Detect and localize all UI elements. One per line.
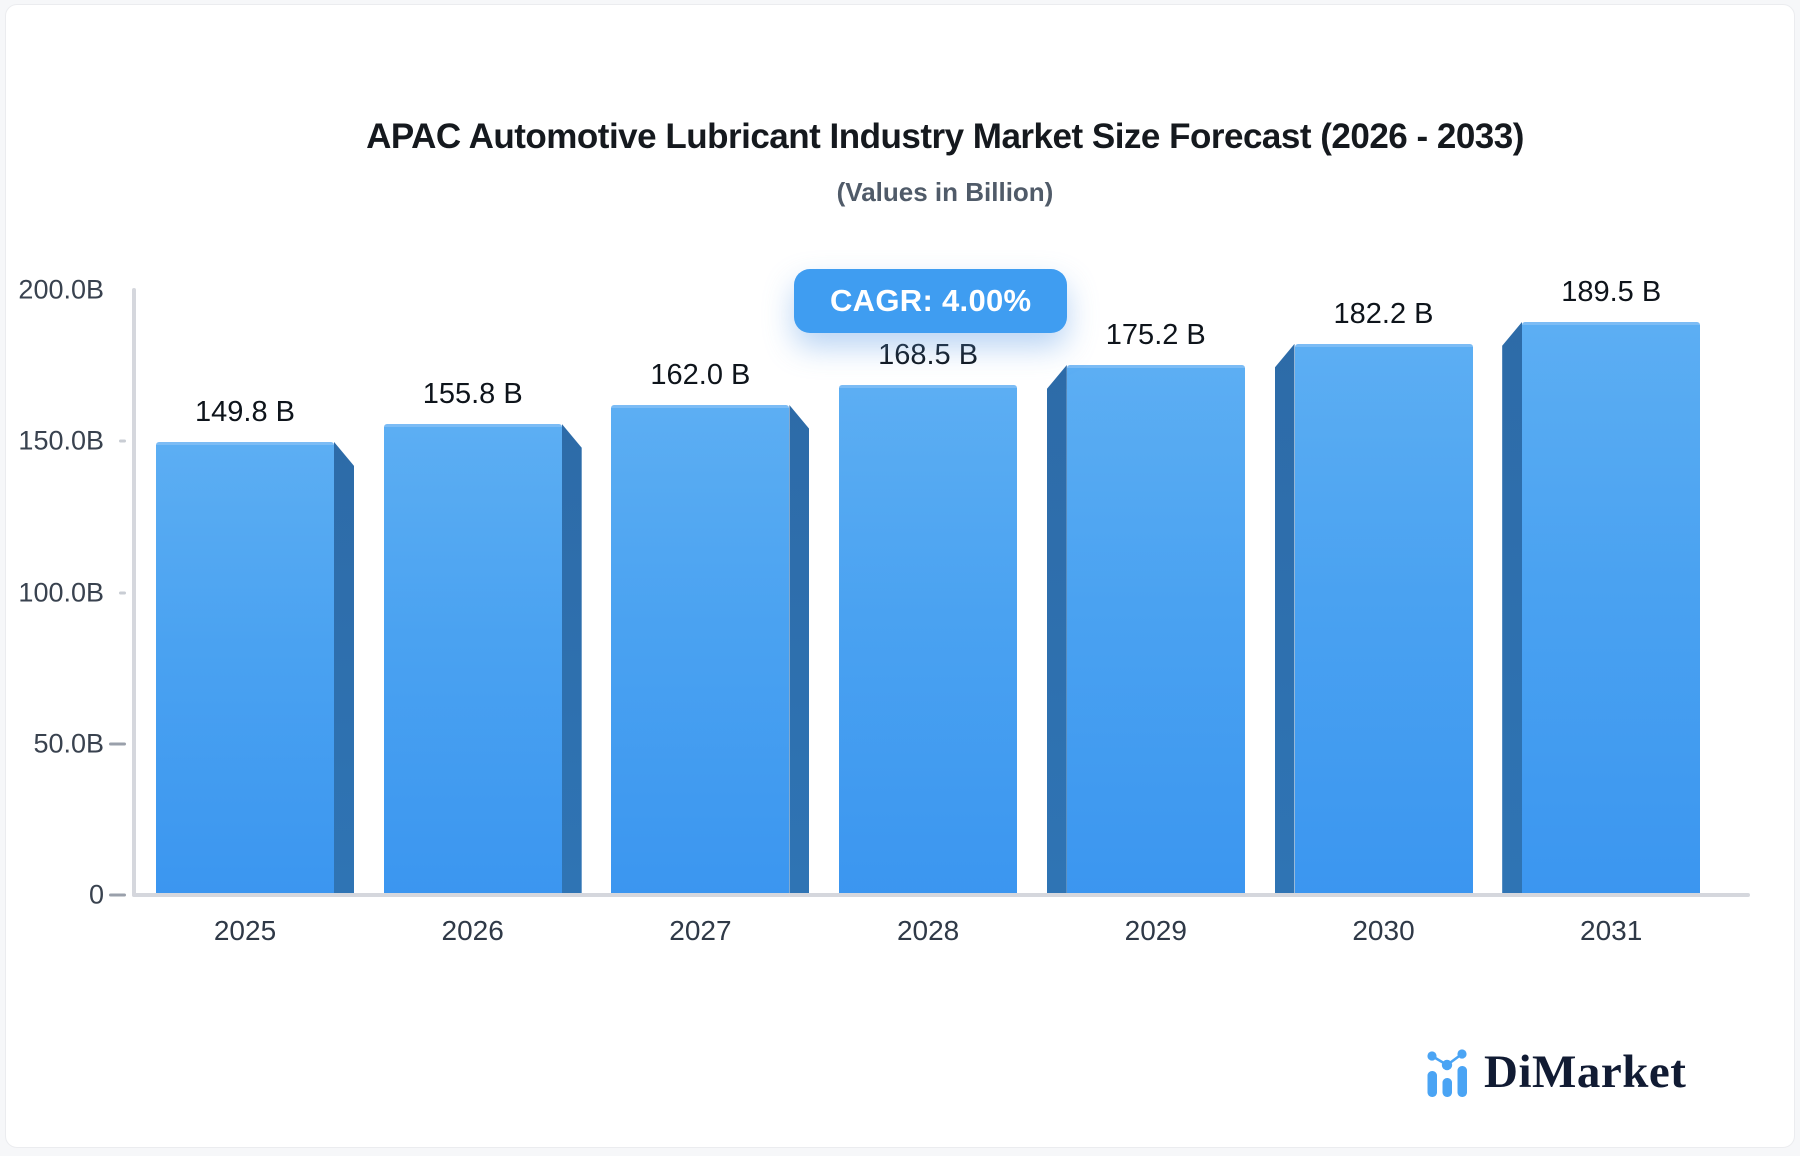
x-axis-tick-label: 2025 [213, 915, 277, 946]
bar-value-label: 189.5 B [1561, 275, 1662, 308]
y-axis-tick-mark [109, 893, 126, 897]
x-axis-line [132, 893, 1750, 897]
cagr-badge: CAGR: 4.00% [794, 269, 1068, 333]
bar-face [1294, 343, 1473, 895]
x-axis-tick-label: 2029 [1124, 915, 1187, 946]
bar-value-label: 175.2 B [1105, 319, 1206, 352]
y-axis-tick-label: 200.0B [18, 274, 104, 305]
bar-2027[interactable]: 162.0 B [611, 359, 810, 895]
y-axis-tick-label: 150.0B [18, 425, 104, 456]
bar-face [1066, 365, 1245, 895]
x-axis-tick-label: 2030 [1352, 915, 1415, 946]
x-axis-tick-label: 2028 [896, 915, 960, 946]
bar-face [1522, 321, 1701, 895]
bar-3d-side [334, 441, 354, 895]
x-axis-tick-label: 2026 [441, 915, 504, 946]
bar-3d-side [1502, 321, 1523, 895]
cagr-badge-label: CAGR: 4.00% [830, 283, 1032, 318]
bar-3d-side [1046, 365, 1067, 895]
y-axis-tick-label: 0 [88, 879, 104, 910]
y-axis-tick-mark [119, 591, 126, 594]
chart-title: APAC Automotive Lubricant Industry Marke… [366, 117, 1524, 156]
chart-subtitle: (Values in Billion) [836, 177, 1054, 207]
bar-3d-side [1274, 343, 1295, 895]
plot-area: 0 50.0B 100.0B 150.0B 200.0B 149.8 B 2025 155.8… [18, 275, 1750, 946]
y-axis-tick-mark [119, 439, 126, 443]
chart-card: APAC Automotive Lubricant Industry Marke… [5, 4, 1795, 1148]
x-axis-tick-label: 2027 [669, 915, 732, 946]
bar-face [839, 385, 1018, 895]
bar-2030[interactable]: 182.2 B [1274, 298, 1473, 895]
bar-value-label: 168.5 B [878, 339, 979, 372]
bar-2031[interactable]: 189.5 B [1502, 276, 1701, 895]
x-axis-tick-label: 2031 [1580, 915, 1643, 946]
y-axis-tick-label: 50.0B [33, 728, 104, 759]
bar-3d-side [789, 404, 810, 895]
bar-2029[interactable]: 175.2 B [1046, 319, 1245, 895]
y-axis-line [132, 288, 136, 897]
bar-face [156, 441, 334, 895]
bar-value-label: 182.2 B [1333, 297, 1434, 330]
dimarket-logo-text: DiMarket [1484, 1046, 1687, 1098]
y-axis-tick-label: 100.0B [18, 577, 104, 607]
bar-face [383, 423, 562, 895]
dimarket-logo-icon [1427, 1049, 1467, 1097]
bar-2026[interactable]: 155.8 B [383, 378, 582, 895]
bar-value-label: 162.0 B [650, 358, 751, 391]
bar-value-label: 155.8 B [422, 377, 523, 410]
dimarket-logo: DiMarket [1427, 1047, 1686, 1097]
bar-3d-side [561, 423, 582, 895]
bar-2025[interactable]: 149.8 B [156, 396, 354, 895]
y-axis-tick-mark [109, 742, 126, 746]
bar-value-label: 149.8 B [195, 395, 295, 428]
bar-2028[interactable]: 168.5 B [839, 339, 1018, 895]
bar-face [611, 404, 790, 895]
